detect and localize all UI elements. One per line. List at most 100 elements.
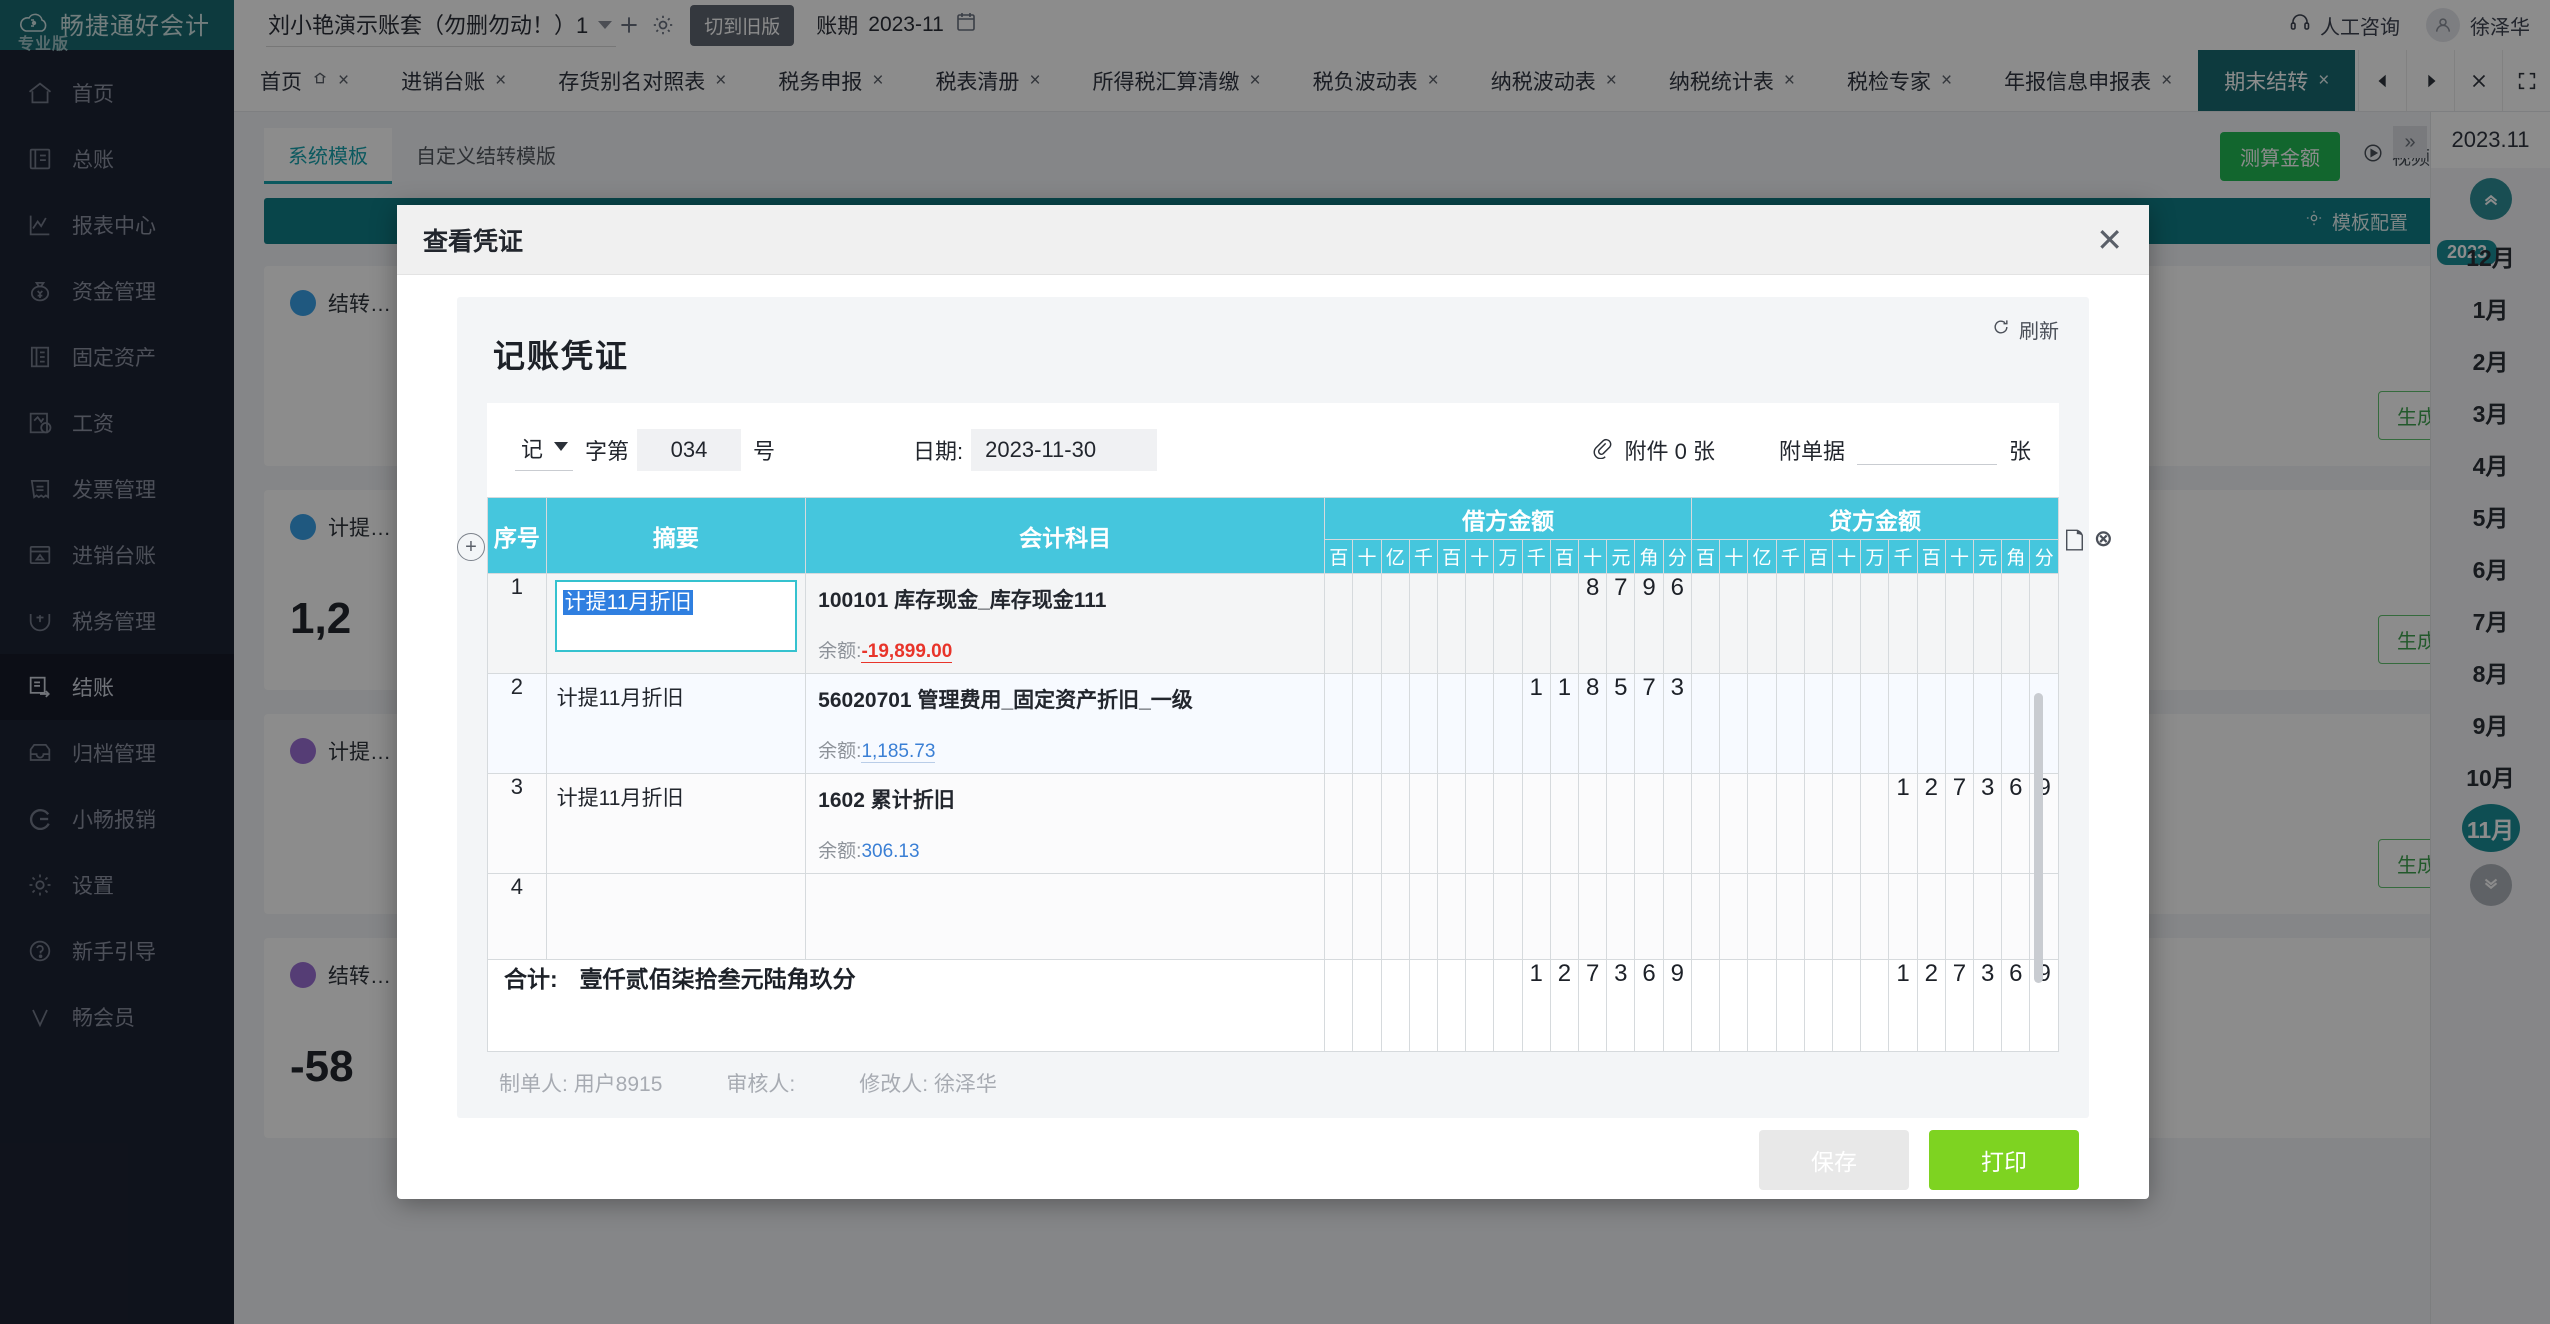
row-summary-cell[interactable]: 计提11月折旧 xyxy=(545,673,807,774)
save-button[interactable]: 保存 xyxy=(1759,1130,1909,1190)
debit-digit[interactable] xyxy=(1521,873,1551,960)
sidebar-item-inventory[interactable]: 进销台账 xyxy=(0,522,234,588)
debit-digit[interactable] xyxy=(1578,773,1608,874)
total-credit-digit[interactable] xyxy=(1691,959,1721,1052)
credit-digit[interactable]: 2 xyxy=(1916,773,1946,874)
voucher-row[interactable]: 2 计提11月折旧 56020701 管理费用_固定资产折旧_一级 余额:1,185.… xyxy=(487,673,2059,774)
subtab-system-template[interactable]: 系统模板 xyxy=(264,128,392,184)
tab-tax-filing[interactable]: 税务申报 × xyxy=(752,50,909,111)
sidebar-item-reports[interactable]: 报表中心 xyxy=(0,192,234,258)
voucher-row[interactable]: 1 计提11月折旧 100101 库存现金_库存现金111 余额:-19,899.00… xyxy=(487,573,2059,674)
debit-digit[interactable] xyxy=(1436,573,1467,674)
credit-digit[interactable] xyxy=(1973,873,2003,960)
debit-digit[interactable] xyxy=(1408,573,1439,674)
voucher-doc-input[interactable] xyxy=(1856,435,1997,465)
sidebar-item-fixed-assets[interactable]: 固定资产 xyxy=(0,324,234,390)
sidebar-item-reimburse[interactable]: 小畅报销 xyxy=(0,786,234,852)
credit-digit[interactable] xyxy=(2029,573,2059,674)
credit-digit[interactable] xyxy=(1775,873,1805,960)
sidebar-item-vip[interactable]: 畅会员 xyxy=(0,984,234,1050)
credit-digit[interactable] xyxy=(1775,673,1805,774)
total-credit-digit[interactable] xyxy=(1747,959,1777,1052)
debit-digit[interactable] xyxy=(1408,873,1439,960)
tab-annual-report[interactable]: 年报信息申报表 × xyxy=(1978,50,2198,111)
total-debit-digit[interactable] xyxy=(1352,959,1382,1052)
credit-digit[interactable] xyxy=(1860,673,1890,774)
rail-month-11[interactable]: 11月 xyxy=(2431,802,2550,854)
credit-digit[interactable] xyxy=(1747,873,1777,960)
rail-month-9[interactable]: 9月 xyxy=(2472,713,2509,739)
calc-amount-button[interactable]: 测算金额 xyxy=(2219,131,2340,181)
credit-digit[interactable] xyxy=(1888,573,1918,674)
credit-digit[interactable] xyxy=(1719,573,1749,674)
fullscreen-icon[interactable] xyxy=(2502,50,2550,111)
tab-tax-burden-fluctuation[interactable]: 税负波动表 × xyxy=(1287,50,1465,111)
rail-month-12[interactable]: 12月 xyxy=(2466,245,2515,271)
total-credit-digit[interactable] xyxy=(1832,959,1862,1052)
total-credit-digit[interactable]: 1 xyxy=(1888,959,1918,1052)
chevrons-right-icon[interactable]: » xyxy=(2393,126,2427,158)
voucher-number-input[interactable]: 034 xyxy=(637,429,742,471)
debit-digit[interactable] xyxy=(1606,773,1636,874)
tab-home[interactable]: 首页 × xyxy=(234,50,375,111)
paperclip-icon[interactable] xyxy=(1591,437,1613,464)
credit-digit[interactable] xyxy=(2001,573,2031,674)
voucher-row[interactable]: 4 xyxy=(487,873,2059,960)
voucher-kind-select[interactable]: 记 xyxy=(515,430,574,471)
chevrons-up-icon[interactable] xyxy=(2469,178,2512,220)
debit-digit[interactable] xyxy=(1465,773,1495,874)
rail-month-5[interactable]: 5月 xyxy=(2472,505,2509,531)
sidebar-item-home[interactable]: 首页 xyxy=(0,60,234,126)
tab-close-icon[interactable]: × xyxy=(715,69,727,91)
row-summary-cell[interactable] xyxy=(545,873,807,960)
user-menu[interactable]: 徐泽华 xyxy=(2426,8,2530,42)
debit-digit[interactable] xyxy=(1408,773,1439,874)
credit-digit[interactable] xyxy=(1691,573,1721,674)
tab-close-icon[interactable]: × xyxy=(1249,69,1261,91)
summary-text[interactable]: 计提11月折旧 xyxy=(556,787,684,810)
debit-digit[interactable] xyxy=(1352,873,1382,960)
tabs-scroll-right-button[interactable] xyxy=(2406,50,2454,111)
copy-icon[interactable]: 🗋 xyxy=(2065,528,2084,554)
total-debit-digit[interactable]: 3 xyxy=(1606,959,1636,1052)
debit-digit[interactable] xyxy=(1324,673,1354,774)
summary-input[interactable]: 计提11月折旧 xyxy=(554,580,798,652)
tab-close-icon[interactable]: × xyxy=(338,69,350,91)
row-account-cell[interactable]: 1602 累计折旧 余额:306.13 🗋 ⊗ xyxy=(805,525,2113,874)
summary-text[interactable]: 计提11月折旧 xyxy=(556,687,684,710)
total-credit-digit[interactable] xyxy=(1775,959,1805,1052)
print-button[interactable]: 打印 xyxy=(1929,1130,2079,1190)
tab-close-icon[interactable]: × xyxy=(1427,69,1439,91)
total-debit-digit[interactable]: 1 xyxy=(1521,959,1551,1052)
credit-digit[interactable] xyxy=(1803,873,1834,960)
row-summary-cell[interactable]: 计提11月折旧 xyxy=(545,573,807,674)
credit-digit[interactable] xyxy=(1719,673,1749,774)
settings-gear-icon[interactable] xyxy=(646,8,680,42)
voucher-date-input[interactable]: 2023-11-30 xyxy=(971,429,1158,471)
debit-digit[interactable] xyxy=(1662,773,1693,874)
credit-digit[interactable] xyxy=(1832,873,1862,960)
voucher-row[interactable]: +3 计提11月折旧 1602 累计折旧 余额:306.13 🗋 ⊗ 1 2 7 3 6 9 xyxy=(457,525,2113,874)
credit-digit[interactable] xyxy=(1719,873,1749,960)
credit-digit[interactable] xyxy=(1775,573,1805,674)
debit-digit[interactable] xyxy=(1521,773,1551,874)
credit-digit[interactable] xyxy=(1916,573,1946,674)
total-credit-digit[interactable] xyxy=(1803,959,1834,1052)
credit-digit[interactable] xyxy=(1832,673,1862,774)
tab-period-end-carryover[interactable]: 期末结转 × xyxy=(2198,50,2356,111)
debit-digit[interactable] xyxy=(1352,673,1382,774)
rail-month-7[interactable]: 7月 xyxy=(2472,609,2509,635)
rail-month-6[interactable]: 6月 xyxy=(2472,557,2509,583)
total-credit-digit[interactable] xyxy=(1719,959,1749,1052)
debit-digit[interactable] xyxy=(1436,873,1467,960)
rail-month-1[interactable]: 1月 xyxy=(2472,297,2509,323)
credit-digit[interactable] xyxy=(1916,873,1946,960)
credit-digit[interactable] xyxy=(1691,873,1721,960)
debit-digit[interactable] xyxy=(1436,773,1467,874)
row-account-cell[interactable] xyxy=(805,873,1326,960)
debit-digit[interactable] xyxy=(1380,773,1410,874)
credit-digit[interactable]: 6 xyxy=(2001,773,2031,874)
voucher-attachment-label[interactable]: 附件 0 张 xyxy=(1624,439,1715,464)
chevron-down-icon[interactable] xyxy=(598,21,613,29)
debit-digit[interactable] xyxy=(1465,573,1495,674)
